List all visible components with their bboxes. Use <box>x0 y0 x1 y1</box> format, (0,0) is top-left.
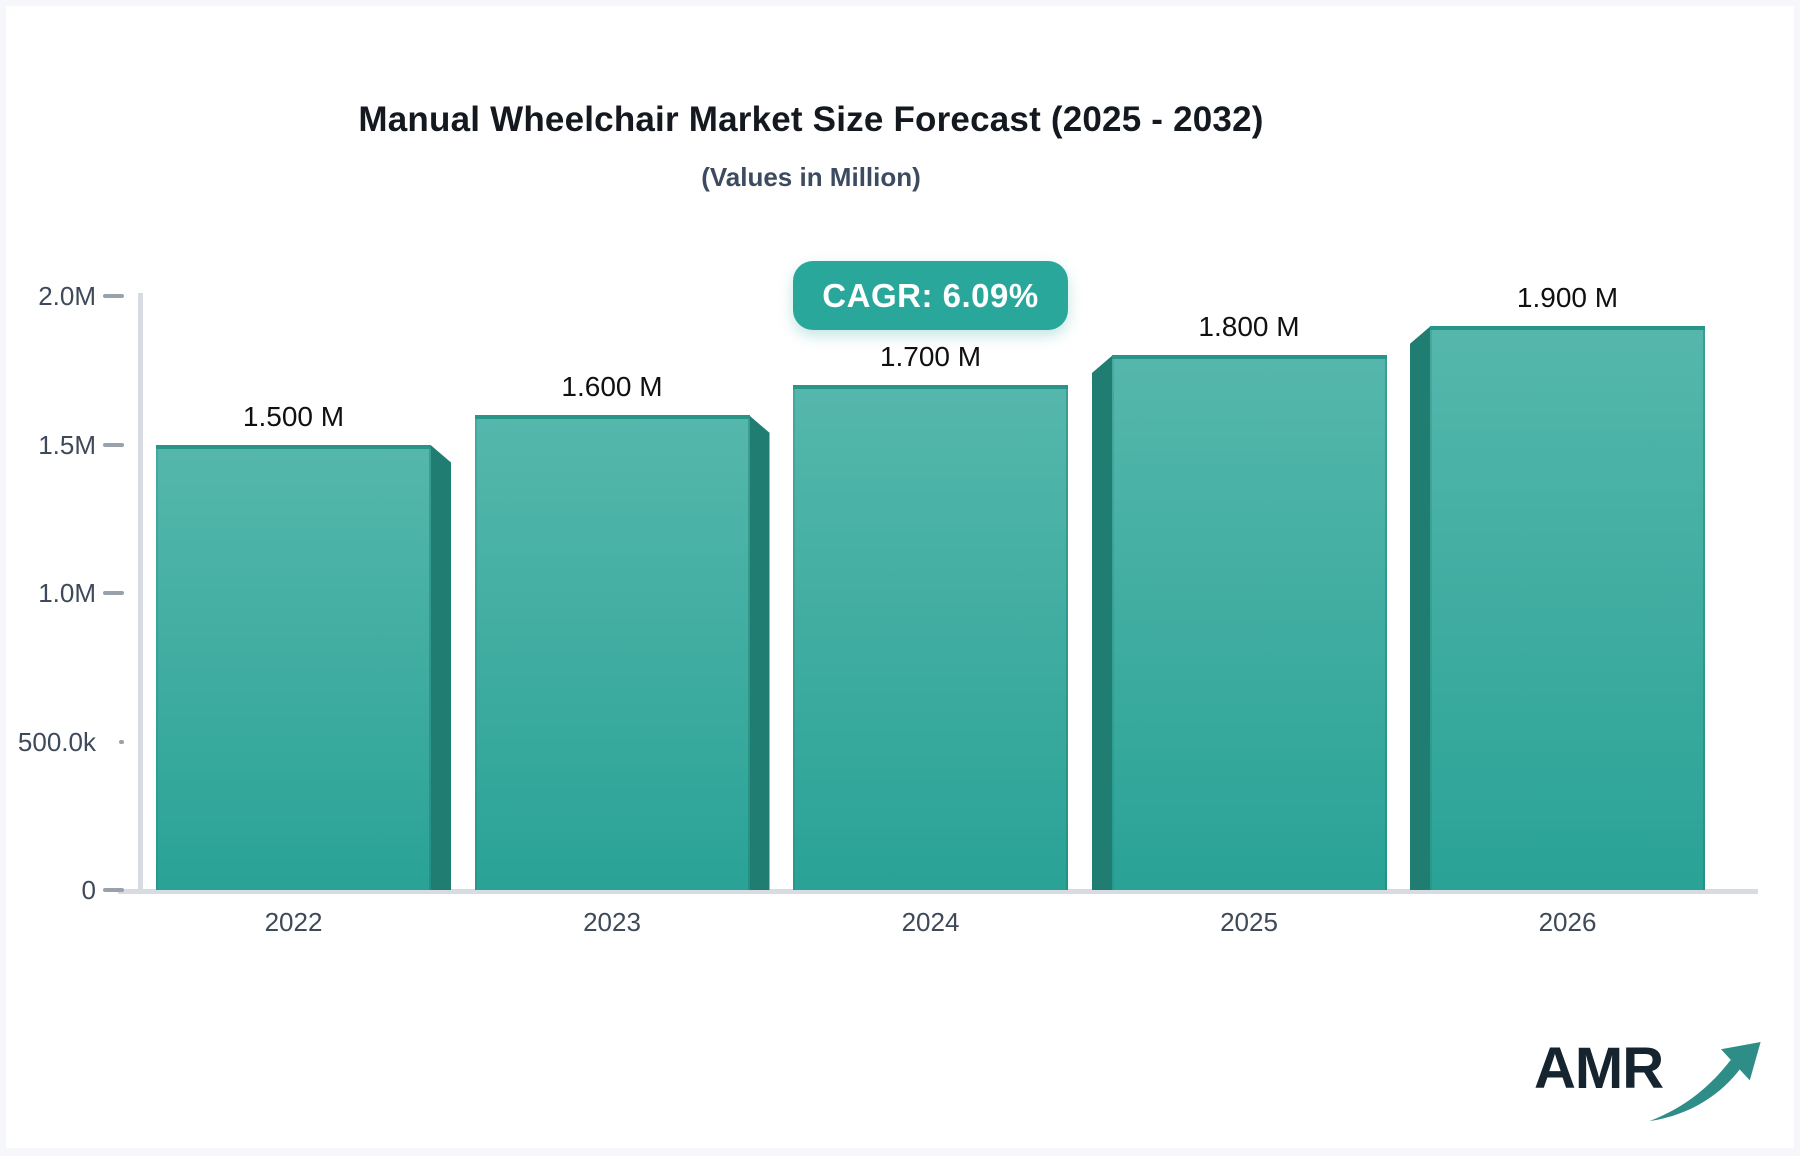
bar-2022 <box>156 444 431 890</box>
bar-3d-side <box>1410 325 1431 890</box>
bar-2026 <box>1430 325 1705 890</box>
brand-logo-text: AMR <box>1534 1036 1664 1101</box>
y-tick-label: 2.0M <box>38 281 96 311</box>
bar-value-label: 1.700 M <box>879 341 982 373</box>
x-axis-label: 2023 <box>583 907 641 937</box>
x-axis-line <box>118 889 1758 894</box>
x-axis-label: 2024 <box>901 907 960 937</box>
y-tick-mark <box>103 442 124 447</box>
y-tick-label: 500.0k <box>17 726 96 757</box>
cagr-badge: CAGR: 6.09% <box>793 261 1068 330</box>
y-axis-line <box>138 293 143 893</box>
bar-value-label: 1.500 M <box>242 400 345 432</box>
x-axis-label: 2026 <box>1538 907 1597 937</box>
bar-2025 <box>1111 355 1387 890</box>
x-axis-label: 2022 <box>264 907 323 937</box>
chart-subtitle: (Values in Million) <box>701 162 921 192</box>
y-tick-mark <box>103 888 124 892</box>
growth-arrow-icon <box>1649 1042 1761 1122</box>
y-tick-mark <box>119 739 124 744</box>
bar-value-label: 1.600 M <box>561 370 663 402</box>
y-tick-label: 1.0M <box>38 578 96 608</box>
y-tick-label: 1.5M <box>38 429 96 460</box>
bar-2023 <box>474 414 750 890</box>
bar-value-label: 1.900 M <box>1516 281 1619 313</box>
y-tick-mark <box>103 591 124 595</box>
chart-card: Manual Wheelchair Market Size Forecast (… <box>6 6 1794 1148</box>
brand-logo: AMR <box>1534 1040 1769 1126</box>
bar-3d-side <box>748 414 770 890</box>
cagr-badge-label: CAGR: 6.09% <box>822 276 1039 314</box>
y-tick-mark <box>103 294 124 298</box>
y-tick-label: 0 <box>81 875 96 905</box>
chart-title: Manual Wheelchair Market Size Forecast (… <box>358 100 1264 139</box>
bar-2024 <box>793 385 1068 890</box>
chart-header: Manual Wheelchair Market Size Forecast (… <box>6 100 1616 193</box>
bar-value-label: 1.800 M <box>1198 311 1300 343</box>
x-axis-label: 2025 <box>1220 907 1278 937</box>
bar-3d-side <box>1091 355 1113 890</box>
bar-3d-side <box>430 444 451 890</box>
